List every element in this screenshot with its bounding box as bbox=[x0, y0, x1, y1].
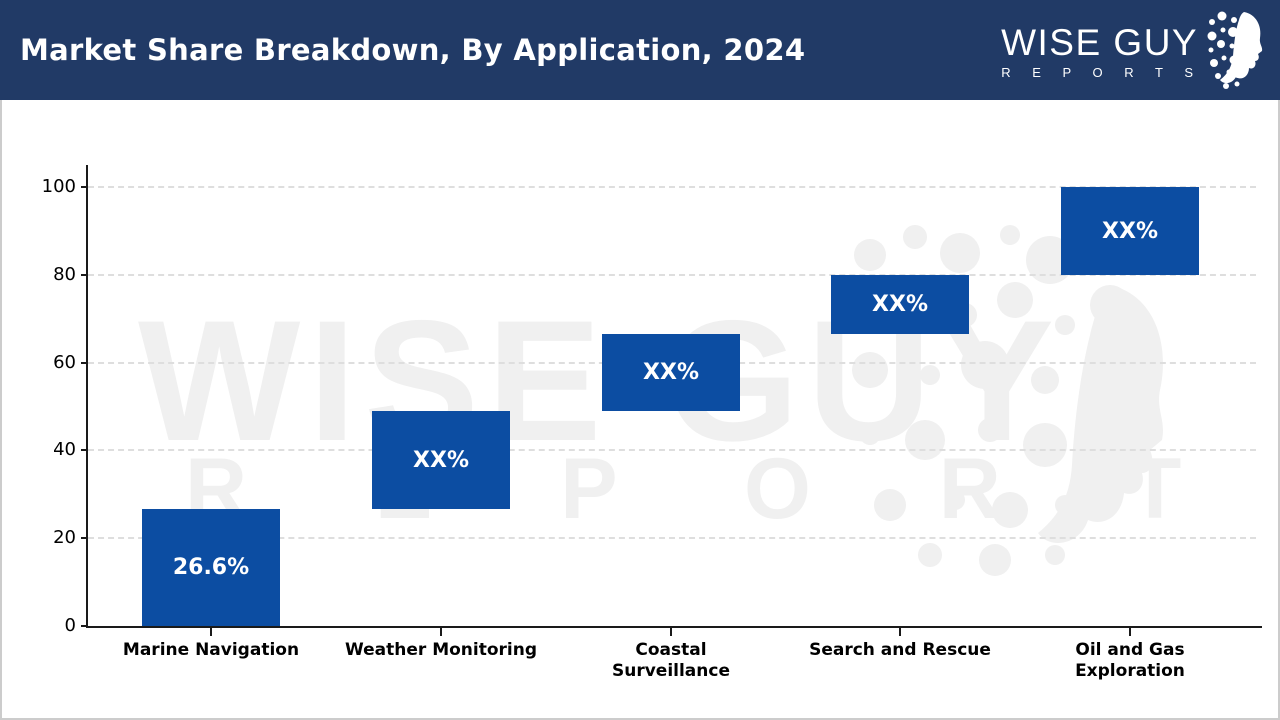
bar-segment-3: XX% bbox=[602, 333, 740, 412]
x-tick-4 bbox=[899, 628, 901, 636]
y-axis bbox=[86, 165, 88, 628]
bar-segment-4: XX% bbox=[831, 275, 969, 334]
bar-segment-1: 26.6% bbox=[142, 509, 280, 626]
bar-value-label-1: 26.6% bbox=[172, 555, 250, 581]
x-tick-label-line: Marine Navigation bbox=[122, 640, 300, 660]
y-tick-label-80: 80 bbox=[53, 263, 76, 285]
x-tick-label-1: Marine Navigation bbox=[91, 640, 331, 661]
x-tick-label-line: Weather Monitoring bbox=[344, 640, 538, 660]
x-tick-label-line: Surveillance bbox=[611, 661, 730, 681]
y-tick-100 bbox=[81, 186, 88, 188]
x-axis bbox=[86, 626, 1262, 628]
bar-value-label-2: XX% bbox=[413, 447, 469, 473]
y-tick-60 bbox=[81, 361, 88, 364]
x-tick-label-line: Exploration bbox=[1075, 661, 1185, 681]
bar-value-label-4: XX% bbox=[872, 291, 928, 317]
gridline-80 bbox=[88, 273, 1256, 276]
x-tick-label-3: Coastal Surveillance bbox=[551, 640, 791, 682]
y-tick-label-40: 40 bbox=[53, 439, 76, 461]
gridline-20 bbox=[88, 537, 1256, 540]
x-tick-label-line: Coastal bbox=[635, 640, 707, 660]
bar-value-label-3: XX% bbox=[643, 359, 699, 385]
x-tick-2 bbox=[440, 628, 442, 636]
page-border-bottom bbox=[0, 718, 1280, 720]
bar-segment-2: XX% bbox=[372, 411, 510, 510]
chart-title: Market Share Breakdown, By Application, … bbox=[20, 33, 806, 67]
page-border-right bbox=[1278, 100, 1280, 720]
brand-logo-text: WISE GUY R E P O R T S bbox=[997, 21, 1202, 80]
page-border-left bbox=[0, 100, 2, 720]
x-tick-label-4: Search and Rescue bbox=[780, 640, 1020, 661]
bar-value-label-5: XX% bbox=[1102, 218, 1158, 244]
gridline-100 bbox=[88, 186, 1256, 188]
y-tick-label-20: 20 bbox=[53, 527, 76, 549]
x-tick-label-line: Search and Rescue bbox=[809, 640, 991, 660]
y-tick-0 bbox=[81, 625, 88, 627]
y-tick-40 bbox=[81, 449, 88, 452]
header-bar: Market Share Breakdown, By Application, … bbox=[0, 0, 1280, 100]
brand-subname: R E P O R T S bbox=[1001, 64, 1202, 80]
y-tick-label-100: 100 bbox=[41, 176, 76, 197]
y-tick-label-60: 60 bbox=[53, 351, 76, 373]
x-tick-label-2: Weather Monitoring bbox=[321, 640, 561, 661]
brand-logo: WISE GUY R E P O R T S bbox=[997, 8, 1266, 94]
brand-name: WISE GUY bbox=[1001, 21, 1199, 63]
bar-segment-5: XX% bbox=[1061, 187, 1199, 276]
y-tick-20 bbox=[81, 537, 88, 540]
waterfall-chart: 0 20 40 60 80 100 26.6% Marine Navigation XX% Wea… bbox=[0, 100, 1280, 720]
x-tick-label-5: Oil and Gas Exploration bbox=[1010, 640, 1250, 682]
y-tick-label-0: 0 bbox=[64, 615, 76, 636]
x-tick-3 bbox=[670, 628, 672, 636]
x-tick-1 bbox=[210, 628, 212, 636]
x-tick-5 bbox=[1129, 628, 1131, 636]
x-tick-label-line: Oil and Gas bbox=[1075, 640, 1185, 660]
y-tick-80 bbox=[81, 273, 88, 276]
gridline-40 bbox=[88, 449, 1256, 452]
brand-head-icon bbox=[1207, 11, 1263, 89]
